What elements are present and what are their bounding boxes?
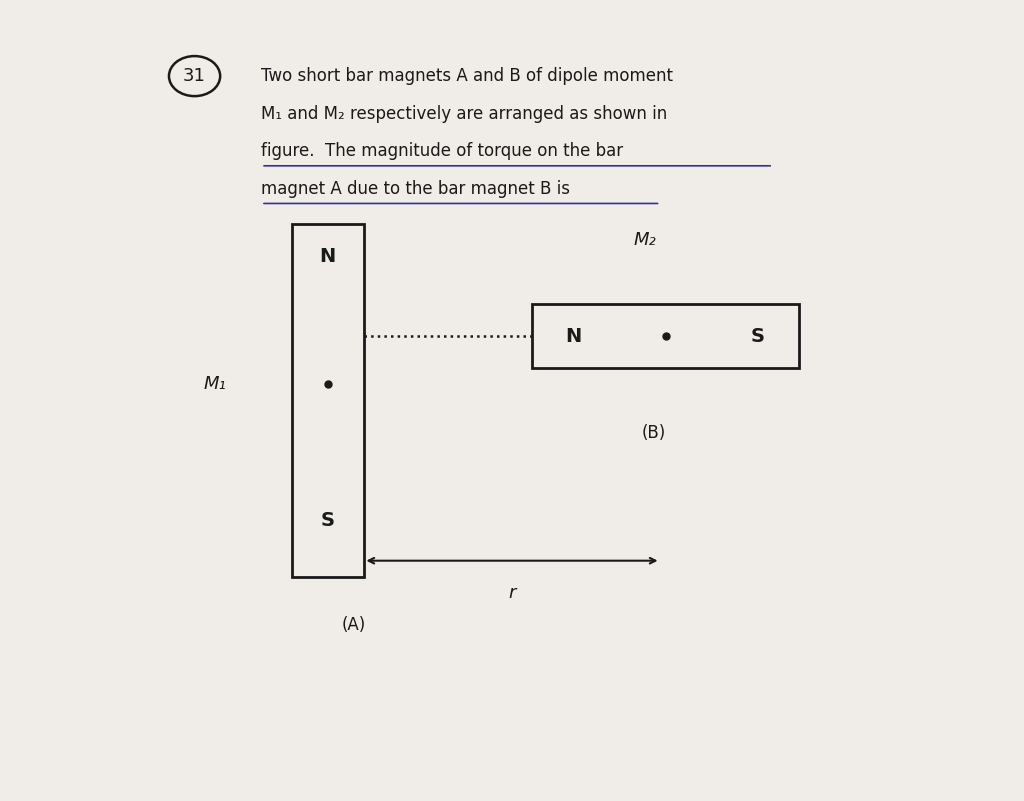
FancyBboxPatch shape bbox=[292, 224, 364, 577]
Text: N: N bbox=[565, 327, 582, 346]
Text: M₁ and M₂ respectively are arranged as shown in: M₁ and M₂ respectively are arranged as s… bbox=[261, 105, 668, 123]
Text: Two short bar magnets A and B of dipole moment: Two short bar magnets A and B of dipole … bbox=[261, 67, 673, 85]
Text: r: r bbox=[508, 584, 516, 602]
Text: N: N bbox=[319, 247, 336, 266]
FancyBboxPatch shape bbox=[532, 304, 799, 368]
Text: figure.  The magnitude of torque on the bar: figure. The magnitude of torque on the b… bbox=[261, 143, 624, 160]
Text: (B): (B) bbox=[641, 424, 666, 441]
Text: (A): (A) bbox=[341, 616, 366, 634]
Text: S: S bbox=[751, 327, 765, 346]
Text: M₂: M₂ bbox=[634, 231, 656, 249]
Text: magnet A due to the bar magnet B is: magnet A due to the bar magnet B is bbox=[261, 180, 570, 198]
Text: M₁: M₁ bbox=[204, 376, 226, 393]
Text: S: S bbox=[321, 511, 335, 530]
Text: 31: 31 bbox=[183, 67, 206, 85]
